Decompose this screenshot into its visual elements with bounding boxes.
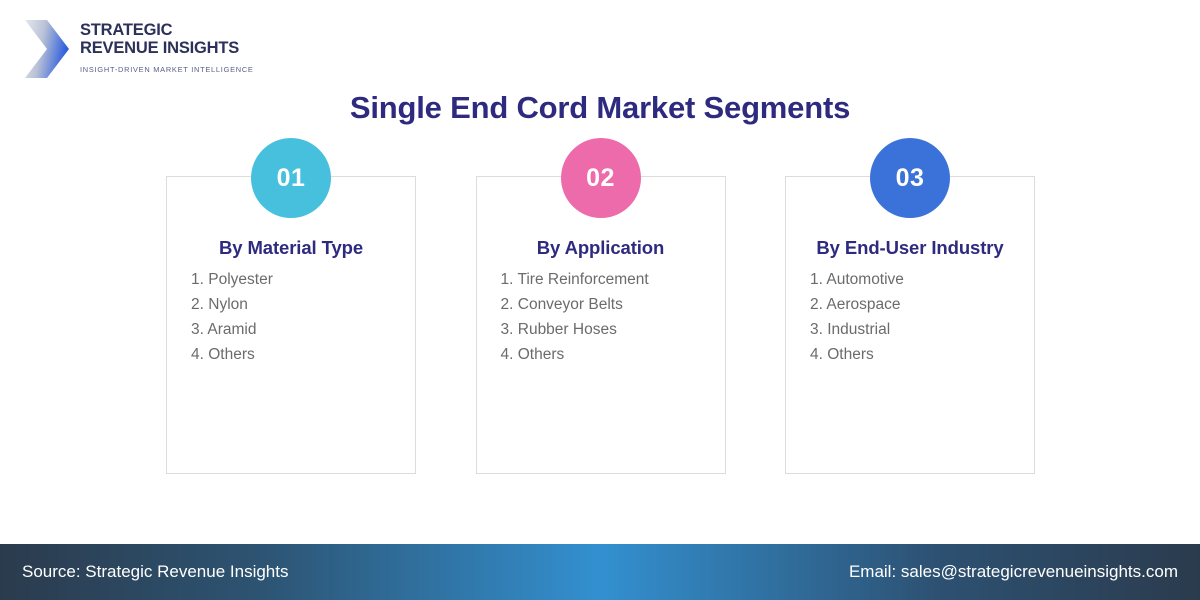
card-number-badge: 02 [560,138,641,218]
list-item: 4. Others [191,342,415,367]
list-item: 3. Aramid [191,317,415,342]
list-item: 4. Others [810,342,1034,367]
list-item-label: Automotive [826,271,904,288]
list-item-number: 3. [191,321,204,338]
card-body: By End-User Industry 1. Automotive 2. Ae… [785,176,1035,474]
list-item-number: 3. [810,321,823,338]
card-heading: By End-User Industry [816,237,1004,258]
card-heading: By Material Type [218,237,364,258]
card-list: 1. Automotive 2. Aerospace 3. Industrial… [786,267,1034,367]
list-item: 3. Rubber Hoses [501,317,725,342]
list-item-label: Polyester [208,271,273,288]
card-list: 1. Polyester 2. Nylon 3. Aramid 4. Other… [167,267,415,367]
segment-card-3: By End-User Industry 1. Automotive 2. Ae… [785,138,1035,474]
list-item-label: Others [517,346,565,363]
card-number-badge: 03 [870,138,950,218]
brand-wordmark: STRATEGIC REVENUE INSIGHTS INSIGHT-DRIVE… [80,18,254,74]
brand-logo: STRATEGIC REVENUE INSIGHTS INSIGHT-DRIVE… [22,18,254,80]
list-item: 2. Conveyor Belts [501,292,725,317]
list-item-label: Industrial [827,321,891,338]
list-item-number: 4. [500,346,514,363]
list-item-label: Conveyor Belts [517,296,623,313]
list-item-number: 2. [500,296,514,313]
list-item-number: 1. [810,271,823,288]
list-item: 3. Industrial [810,317,1034,342]
brand-name: STRATEGIC REVENUE INSIGHTS [80,21,240,57]
list-item-number: 1. [500,271,514,288]
list-item-label: Others [208,346,255,363]
page-title: Single End Cord Market Segments [349,90,851,125]
list-item-number: 4. [810,346,823,363]
chevron-right-logo-icon [22,18,72,80]
segment-cards: By Material Type 1. Polyester 2. Nylon 3… [166,138,1035,474]
footer-email: Email: sales@strategicrevenueinsights.co… [848,562,1178,581]
list-item: 4. Others [501,342,725,367]
list-item-number: 2. [810,296,823,313]
list-item: 2. Nylon [191,292,415,317]
list-item-label: Nylon [208,296,248,313]
list-item-number: 2. [191,296,204,313]
footer-source: Source: Strategic Revenue Insights [22,562,289,581]
segment-card-1: By Material Type 1. Polyester 2. Nylon 3… [166,138,416,474]
list-item-number: 3. [500,321,514,338]
list-item: 2. Aerospace [810,292,1034,317]
card-list: 1. Tire Reinforcement 2. Conveyor Belts … [477,267,725,367]
card-number-badge: 01 [251,138,331,218]
card-body: By Application 1. Tire Reinforcement 2. … [475,176,726,474]
list-item: 1. Tire Reinforcement [501,267,725,292]
list-item: 1. Automotive [810,267,1034,292]
footer-bar: Source: Strategic Revenue Insights Email… [0,544,1200,600]
list-item-number: 1. [191,271,204,288]
card-heading: By Application [536,237,665,258]
list-item: 1. Polyester [191,267,415,292]
list-item-label: Others [827,346,874,363]
list-item-label: Aramid [207,321,257,338]
list-item-number: 4. [191,346,204,363]
brand-tagline: INSIGHT-DRIVEN MARKET INTELLIGENCE [80,65,254,74]
list-item-label: Rubber Hoses [517,321,617,338]
list-item-label: Aerospace [826,296,901,313]
list-item-label: Tire Reinforcement [517,271,649,288]
segment-card-2: By Application 1. Tire Reinforcement 2. … [475,138,726,474]
card-body: By Material Type 1. Polyester 2. Nylon 3… [166,176,416,474]
